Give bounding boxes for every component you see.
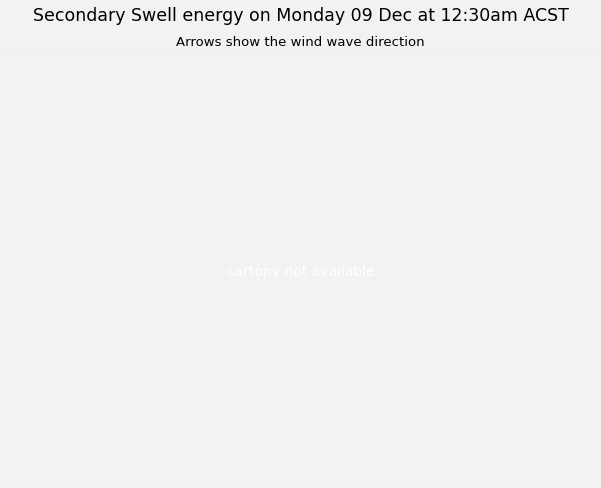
- Text: Arrows show the wind wave direction: Arrows show the wind wave direction: [176, 36, 425, 49]
- Text: cartopy not available: cartopy not available: [227, 265, 374, 279]
- Text: Secondary Swell energy on Monday 09 Dec at 12:30am ACST: Secondary Swell energy on Monday 09 Dec …: [32, 7, 569, 25]
